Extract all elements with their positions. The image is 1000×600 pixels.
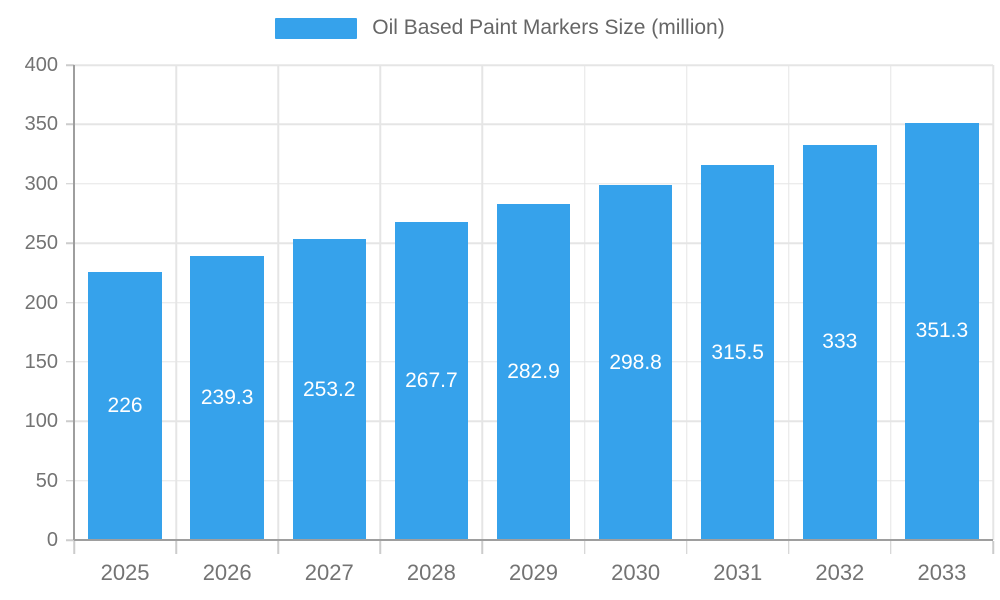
bar-cell: 226 — [74, 65, 176, 540]
x-axis-label: 2025 — [100, 560, 150, 585]
y-axis-tick — [66, 301, 74, 304]
bar-value-label: 226 — [107, 393, 143, 417]
legend-label: Oil Based Paint Markers Size (million) — [372, 16, 725, 39]
bar-value-label: 333 — [822, 330, 858, 354]
y-axis-label: 50 — [35, 469, 58, 492]
v-gridline — [379, 65, 382, 540]
y-axis-label: 250 — [24, 232, 58, 255]
bar-cell: 351.3 — [891, 65, 993, 540]
x-axis-tick — [175, 541, 177, 554]
h-gridline — [74, 123, 993, 126]
bar-value-label: 351.3 — [915, 319, 969, 343]
y-axis: 0 50 100 150 200 250 300 350 400 — [0, 54, 74, 551]
v-gridline — [481, 65, 484, 540]
bar[interactable]: 298.8 — [598, 185, 673, 540]
x-axis-tick — [379, 541, 382, 554]
bar-value-label: 239.3 — [200, 385, 254, 409]
y-axis-tick — [66, 123, 74, 126]
x-axis-label: 2031 — [713, 560, 763, 585]
v-gridline — [685, 65, 688, 540]
x-axis-tick — [992, 541, 994, 554]
bar-value-label: 253.2 — [302, 377, 356, 401]
x-axis-tick — [73, 541, 75, 554]
y-axis-tick — [66, 242, 74, 244]
v-gridline — [175, 65, 177, 540]
bar-value-label: 267.7 — [405, 369, 458, 393]
bar[interactable]: 267.7 — [394, 222, 469, 540]
bar-value-label: 298.8 — [609, 350, 662, 374]
x-axis-label: 2026 — [202, 560, 252, 585]
bar-cell: 267.7 — [380, 65, 482, 540]
y-axis-line — [73, 65, 75, 540]
v-gridline — [583, 65, 586, 540]
x-axis-label: 2027 — [304, 560, 354, 585]
v-gridline — [788, 65, 790, 540]
bar-cell: 333 — [789, 65, 891, 540]
y-axis-tick — [66, 479, 74, 482]
v-gridline — [992, 65, 994, 540]
x-axis-tick — [890, 541, 892, 554]
y-axis-label: 100 — [24, 410, 58, 433]
v-gridline — [890, 65, 892, 540]
bar[interactable]: 226 — [88, 271, 162, 540]
y-axis-label: 150 — [24, 350, 58, 373]
y-axis-label: 300 — [24, 172, 58, 195]
y-axis-label: 350 — [24, 113, 58, 136]
legend-swatch-icon — [275, 17, 358, 39]
h-gridline — [74, 183, 993, 185]
y-axis-label: 0 — [46, 529, 58, 551]
y-axis-tick — [66, 420, 74, 422]
v-gridline — [277, 65, 279, 540]
bar-value-label: 282.9 — [507, 360, 560, 384]
bar-cell: 298.8 — [585, 65, 687, 540]
x-axis-tick — [583, 541, 586, 554]
bar-cell: 239.3 — [176, 65, 278, 540]
x-axis-tick — [685, 541, 688, 554]
bar-cell: 253.2 — [278, 65, 380, 540]
h-gridline — [74, 64, 993, 66]
bar-cell: 282.9 — [482, 65, 584, 540]
bar[interactable]: 315.5 — [700, 165, 775, 540]
y-axis-label: 400 — [24, 54, 58, 76]
y-axis-tick — [66, 64, 74, 66]
plot-area: 226 239.3 253.2 267.7 282.9 298.8 315.5 333 351.… — [73, 64, 994, 541]
bar[interactable]: 239.3 — [190, 255, 264, 540]
bar-value-label: 315.5 — [711, 340, 764, 364]
y-axis-tick — [66, 539, 74, 541]
x-axis-tick — [788, 541, 790, 554]
x-axis-labels: 2025 2026 2027 2028 2029 2030 2031 2032 2033 — [74, 560, 993, 586]
x-axis-tick — [481, 541, 484, 554]
x-axis-label: 2033 — [917, 560, 967, 585]
bar[interactable]: 333 — [803, 144, 877, 540]
bars-layer: 226 239.3 253.2 267.7 282.9 298.8 315.5 333 351.… — [74, 65, 993, 540]
y-axis-label: 200 — [24, 291, 58, 314]
bar[interactable]: 282.9 — [496, 204, 571, 540]
bar[interactable]: 253.2 — [292, 239, 367, 540]
y-axis-tick — [66, 183, 74, 185]
x-axis-label: 2032 — [815, 560, 865, 585]
x-axis-label: 2029 — [509, 560, 558, 585]
bar[interactable]: 351.3 — [905, 122, 979, 540]
x-axis-tick — [277, 541, 279, 554]
x-axis-label: 2030 — [611, 560, 661, 585]
x-axis-ticks — [73, 541, 994, 554]
bar-cell: 315.5 — [687, 65, 789, 540]
x-axis-line — [74, 539, 993, 541]
legend[interactable]: Oil Based Paint Markers Size (million) — [0, 14, 1000, 42]
x-axis-label: 2028 — [406, 560, 456, 585]
y-axis-tick — [66, 361, 74, 363]
